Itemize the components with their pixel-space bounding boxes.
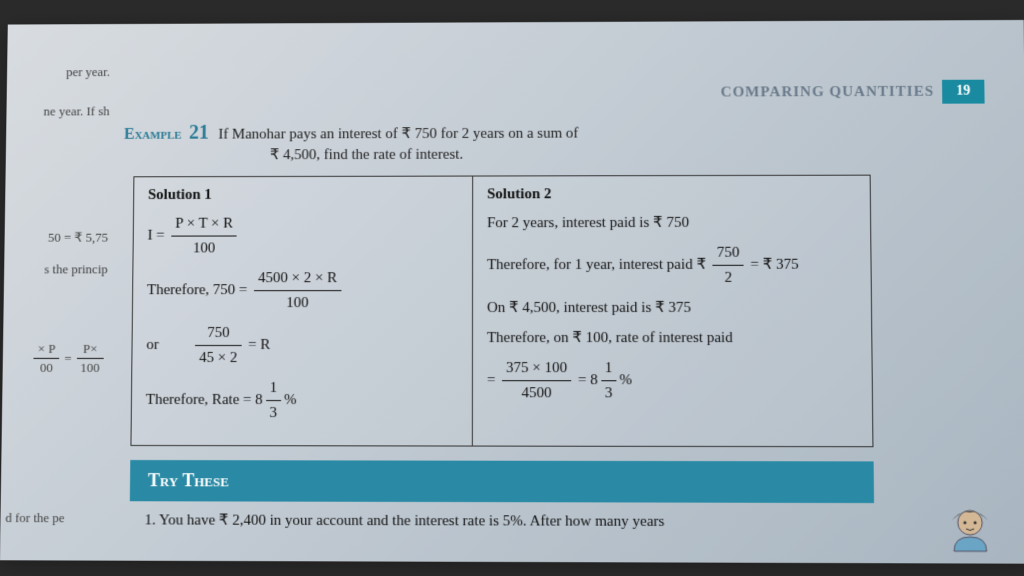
solution-1-column: Solution 1 I = P × T × R100 Therefore, 7…	[131, 177, 473, 446]
text-row: On ₹ 4,500, interest paid is ₹ 375	[487, 296, 857, 320]
margin-text: 50 = ₹ 5,75	[48, 229, 108, 247]
solutions-table: Solution 1 I = P × T × R100 Therefore, 7…	[130, 175, 873, 448]
margin-formula: × P00 = P×100	[31, 340, 107, 377]
margin-text: d for the pe	[5, 510, 64, 526]
formula-row: or 75045 × 2 = R	[146, 321, 458, 370]
try-these-heading: Try These	[130, 460, 874, 503]
formula-row: I = P × T × R100	[147, 211, 458, 260]
margin-text: s the princip	[44, 260, 108, 278]
formula-row: = 375 × 1004500 = 813%	[487, 356, 858, 406]
example-label: Example	[124, 126, 182, 143]
chapter-header: COMPARING QUANTITIES 19	[721, 80, 985, 105]
solution-heading: Solution 2	[487, 186, 856, 204]
textbook-page: per year. ne year. If sh 50 = ₹ 5,75 s t…	[0, 20, 1024, 564]
formula-row: Therefore, Rate = 813%	[146, 376, 458, 425]
text-row: Therefore, on ₹ 100, rate of interest pa…	[487, 326, 857, 350]
try-these-question: 1. You have ₹ 2,400 in your account and …	[144, 510, 970, 532]
example-prompt: Example 21 If Manohar pays an interest o…	[124, 120, 965, 145]
chapter-title: COMPARING QUANTITIES	[721, 83, 935, 101]
example-text: If Manohar pays an interest of ₹ 750 for…	[218, 126, 578, 143]
page-number-box: 19	[942, 80, 985, 104]
text-row: For 2 years, interest paid is ₹ 750	[487, 211, 856, 236]
formula-row: Therefore, for 1 year, interest paid ₹ 7…	[487, 241, 857, 290]
left-margin-fragments: per year. ne year. If sh 50 = ₹ 5,75 s t…	[0, 63, 120, 540]
margin-text: per year.	[66, 63, 110, 81]
margin-text: ne year. If sh	[44, 103, 110, 121]
solution-2-column: Solution 2 For 2 years, interest paid is…	[473, 176, 873, 447]
example-text-line2: ₹ 4,500, find the rate of interest.	[270, 145, 463, 164]
formula-row: Therefore, 750 = 4500 × 2 × R100	[147, 266, 458, 315]
example-number: 21	[189, 122, 209, 144]
student-illustration-icon	[939, 500, 1001, 561]
solution-heading: Solution 1	[148, 186, 458, 203]
